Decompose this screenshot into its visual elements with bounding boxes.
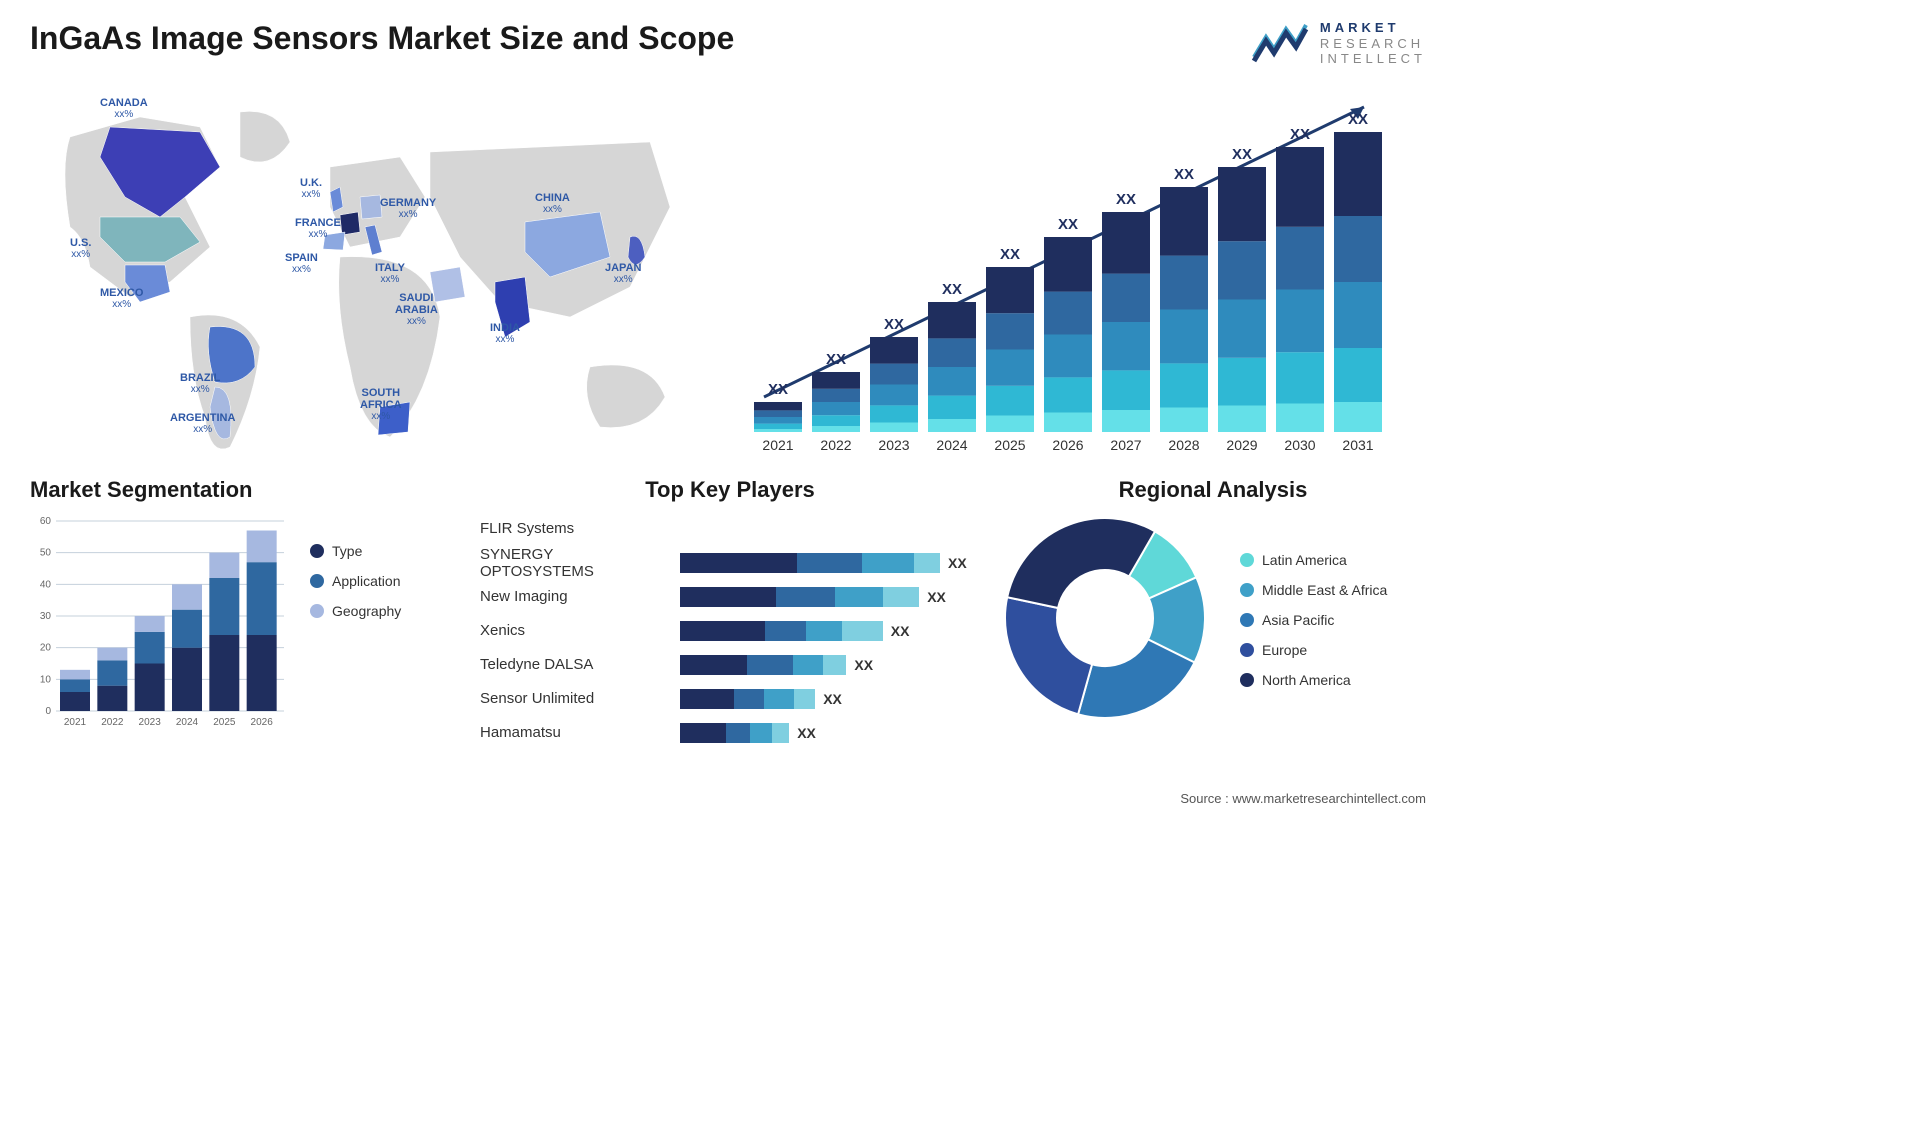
bottom-section: Market Segmentation 0 10 20 30 40 50 60 2021 202… xyxy=(30,477,1426,757)
player-value: XX xyxy=(891,623,910,639)
segmentation-chart: 0 10 20 30 40 50 60 2021 2022 2023 2024 2025 2026 xyxy=(30,513,290,733)
player-label: FLIR Systems xyxy=(480,520,670,537)
svg-text:2030: 2030 xyxy=(1284,437,1315,453)
world-map xyxy=(30,87,710,467)
segmentation-title: Market Segmentation xyxy=(30,477,460,503)
region-legend-item: Latin America xyxy=(1240,552,1387,568)
svg-text:40: 40 xyxy=(40,579,52,590)
player-label: New Imaging xyxy=(480,588,670,605)
regional-panel: Regional Analysis Latin America Middle Ea… xyxy=(1000,477,1426,757)
player-label: Xenics xyxy=(480,622,670,639)
regional-donut xyxy=(1000,513,1210,728)
svg-text:2027: 2027 xyxy=(1110,437,1141,453)
logo-line-2: RESEARCH xyxy=(1320,36,1426,52)
key-players-panel: Top Key Players FLIR Systems SYNERGY OPTO… xyxy=(480,477,980,757)
svg-text:2024: 2024 xyxy=(176,717,199,728)
source-label: Source : www.marketresearchintellect.com xyxy=(1180,791,1426,806)
world-map-panel: CANADAxx%U.S.xx%MEXICOxx%BRAZILxx%ARGENT… xyxy=(30,87,710,467)
seg-legend-application: Application xyxy=(310,573,401,589)
svg-text:XX: XX xyxy=(1174,166,1194,183)
player-row: FLIR Systems xyxy=(480,513,980,545)
brand-logo: MARKET RESEARCH INTELLECT xyxy=(1250,20,1426,67)
svg-text:2022: 2022 xyxy=(820,437,851,453)
svg-text:2031: 2031 xyxy=(1342,437,1373,453)
seg-legend-geography: Geography xyxy=(310,603,401,619)
svg-text:XX: XX xyxy=(768,381,788,398)
svg-text:2021: 2021 xyxy=(64,717,87,728)
svg-text:XX: XX xyxy=(1348,111,1368,128)
player-row: New Imaging XX xyxy=(480,581,980,613)
player-label: Sensor Unlimited xyxy=(480,690,670,707)
player-label: SYNERGY OPTOSYSTEMS xyxy=(480,546,670,580)
svg-text:XX: XX xyxy=(1058,216,1078,233)
regional-title: Regional Analysis xyxy=(1000,477,1426,503)
logo-icon xyxy=(1250,21,1310,65)
player-row: Hamamatsu XX xyxy=(480,717,980,749)
svg-text:2025: 2025 xyxy=(213,717,236,728)
player-row: Sensor Unlimited XX xyxy=(480,683,980,715)
player-value: XX xyxy=(797,725,816,741)
svg-text:XX: XX xyxy=(1116,191,1136,208)
top-section: CANADAxx%U.S.xx%MEXICOxx%BRAZILxx%ARGENT… xyxy=(30,87,1426,467)
region-legend-item: Middle East & Africa xyxy=(1240,582,1387,598)
header: InGaAs Image Sensors Market Size and Sco… xyxy=(30,20,1426,67)
svg-text:2028: 2028 xyxy=(1168,437,1199,453)
region-legend-item: Asia Pacific xyxy=(1240,612,1387,628)
svg-text:2026: 2026 xyxy=(1052,437,1083,453)
player-row: Teledyne DALSA XX xyxy=(480,649,980,681)
player-label: Hamamatsu xyxy=(480,724,670,741)
region-legend-item: North America xyxy=(1240,672,1387,688)
svg-text:2029: 2029 xyxy=(1226,437,1257,453)
regional-legend: Latin America Middle East & Africa Asia Pa… xyxy=(1240,552,1387,688)
forecast-chart: XX 2021 XX 2022 XX 2023 XX 2024 XX 2025 XX 2026 XX 20… xyxy=(740,87,1426,467)
svg-text:2025: 2025 xyxy=(994,437,1025,453)
svg-text:XX: XX xyxy=(1290,126,1310,143)
svg-text:XX: XX xyxy=(826,351,846,368)
player-row: SYNERGY OPTOSYSTEMS XX xyxy=(480,547,980,579)
segmentation-panel: Market Segmentation 0 10 20 30 40 50 60 2021 202… xyxy=(30,477,460,757)
svg-text:50: 50 xyxy=(40,547,52,558)
svg-text:2026: 2026 xyxy=(251,717,274,728)
player-value: XX xyxy=(948,555,967,571)
player-value: XX xyxy=(854,657,873,673)
player-value: XX xyxy=(823,691,842,707)
svg-text:0: 0 xyxy=(45,706,51,717)
svg-text:XX: XX xyxy=(1232,146,1252,163)
svg-text:2022: 2022 xyxy=(101,717,124,728)
svg-text:2024: 2024 xyxy=(936,437,967,453)
player-label: Teledyne DALSA xyxy=(480,656,670,673)
svg-text:2021: 2021 xyxy=(762,437,793,453)
region-legend-item: Europe xyxy=(1240,642,1387,658)
svg-text:20: 20 xyxy=(40,642,52,653)
logo-line-1: MARKET xyxy=(1320,20,1426,36)
seg-legend-type: Type xyxy=(310,543,401,559)
key-players-title: Top Key Players xyxy=(480,477,980,503)
svg-text:2023: 2023 xyxy=(878,437,909,453)
svg-text:30: 30 xyxy=(40,611,52,622)
svg-text:2023: 2023 xyxy=(139,717,162,728)
svg-text:XX: XX xyxy=(884,316,904,333)
svg-text:60: 60 xyxy=(40,516,52,527)
player-value: XX xyxy=(927,589,946,605)
page-title: InGaAs Image Sensors Market Size and Sco… xyxy=(30,20,734,57)
svg-text:XX: XX xyxy=(1000,246,1020,263)
svg-text:10: 10 xyxy=(40,674,52,685)
logo-line-3: INTELLECT xyxy=(1320,51,1426,67)
svg-text:XX: XX xyxy=(942,281,962,298)
player-row: Xenics XX xyxy=(480,615,980,647)
segmentation-legend: Type Application Geography xyxy=(310,513,401,733)
